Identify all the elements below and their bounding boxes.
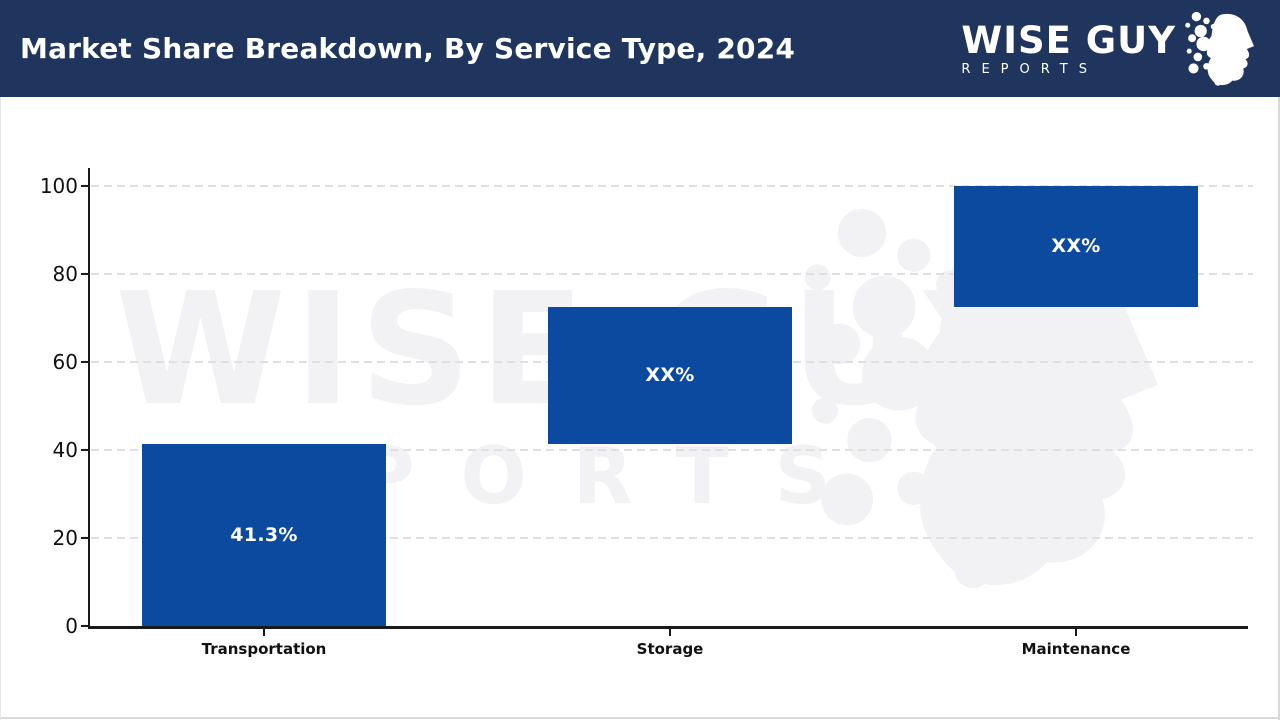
page-border-right [1278, 97, 1280, 720]
x-tick-transportation [263, 628, 265, 636]
logo-text-primary: WISE GUY [961, 18, 1176, 62]
x-tick-label-storage: Storage [636, 640, 704, 658]
logo-text-secondary: REPORTS [961, 61, 1099, 77]
header-bar: Market Share Breakdown, By Service Type,… [0, 0, 1280, 97]
y-tick-0 [81, 625, 89, 627]
chart-title: Market Share Breakdown, By Service Type,… [20, 32, 796, 65]
y-tick-100 [81, 185, 89, 187]
gridline-80 [91, 273, 1253, 275]
page-border-left [0, 97, 1, 720]
x-tick-maintenance [1075, 628, 1077, 636]
x-tick-label-transportation: Transportation [201, 640, 327, 658]
bar-storage: XX% [548, 306, 792, 445]
gridline-100 [91, 185, 1253, 187]
gridline-40 [91, 449, 1253, 451]
y-tick-label-60: 60 [52, 350, 78, 374]
y-tick-label-80: 80 [52, 262, 78, 286]
y-tick-80 [81, 273, 89, 275]
y-tick-label-20: 20 [52, 526, 78, 550]
y-tick-label-40: 40 [52, 438, 78, 462]
bar-maintenance: XX% [954, 186, 1198, 307]
bar-value-label-maintenance: XX% [1051, 235, 1101, 258]
wise-guy-reports-logo: WISE GUY REPORTS [961, 8, 1254, 90]
y-tick-label-100: 100 [39, 174, 78, 198]
bar-value-label-storage: XX% [645, 364, 695, 387]
x-axis-line [88, 626, 1248, 629]
x-tick-label-maintenance: Maintenance [1021, 640, 1131, 658]
y-tick-label-0: 0 [65, 614, 78, 638]
gridline-20 [91, 537, 1253, 539]
y-tick-60 [81, 361, 89, 363]
y-tick-40 [81, 449, 89, 451]
logo-text: WISE GUY REPORTS [961, 22, 1176, 76]
logo-face-icon [1185, 11, 1254, 86]
y-axis-line [88, 168, 90, 628]
x-tick-storage [669, 628, 671, 636]
bar-transportation: 41.3% [142, 444, 386, 626]
bar-value-label-transportation: 41.3% [230, 524, 298, 547]
page-border-bottom [0, 717, 1280, 719]
y-tick-20 [81, 537, 89, 539]
